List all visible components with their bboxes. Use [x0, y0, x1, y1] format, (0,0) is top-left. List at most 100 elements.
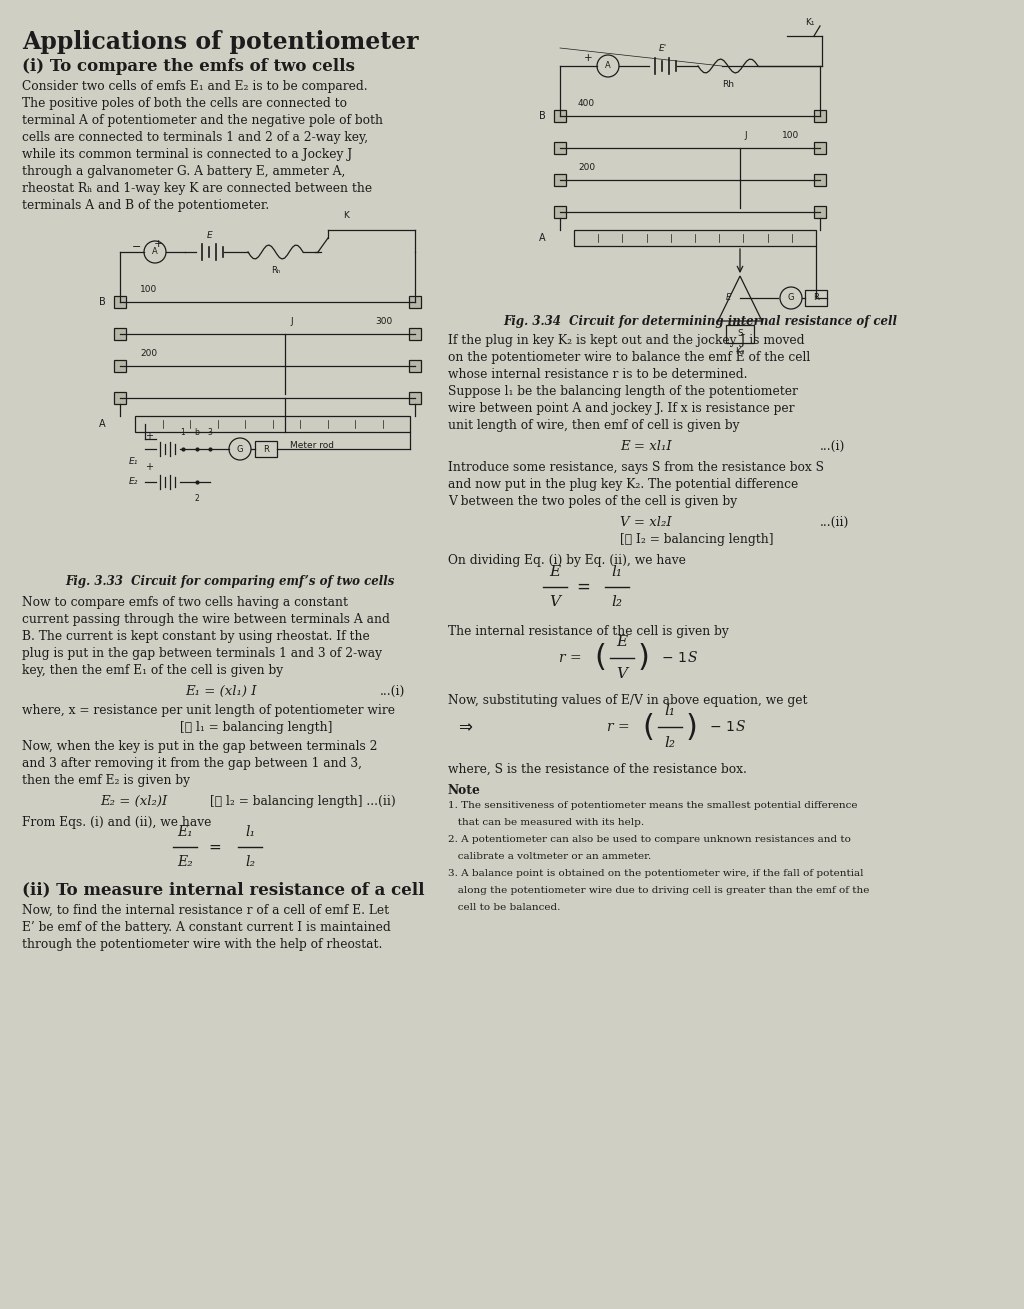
FancyBboxPatch shape: [409, 329, 421, 340]
Text: R: R: [813, 293, 819, 302]
Text: Note: Note: [449, 784, 481, 797]
Text: r =: r =: [559, 651, 582, 665]
Text: 2. A potentiometer can also be used to compare unknown resistances and to: 2. A potentiometer can also be used to c…: [449, 835, 851, 844]
Text: 2: 2: [195, 493, 200, 503]
Text: S: S: [737, 330, 742, 339]
Text: G: G: [237, 445, 244, 453]
Text: while its common terminal is connected to a Jockey J: while its common terminal is connected t…: [22, 148, 352, 161]
FancyBboxPatch shape: [814, 174, 826, 186]
Text: then the emf E₂ is given by: then the emf E₂ is given by: [22, 774, 190, 787]
Text: A: A: [153, 247, 158, 257]
Text: S: S: [736, 720, 745, 734]
FancyBboxPatch shape: [814, 141, 826, 154]
Text: 400: 400: [578, 99, 595, 109]
Text: J: J: [290, 317, 293, 326]
Text: B. The current is kept constant by using rheostat. If the: B. The current is kept constant by using…: [22, 630, 370, 643]
Text: 1. The sensitiveness of potentiometer means the smallest potential difference: 1. The sensitiveness of potentiometer me…: [449, 801, 857, 810]
Text: K₂: K₂: [735, 347, 744, 356]
Text: that can be measured with its help.: that can be measured with its help.: [449, 818, 644, 827]
Text: Now to compare emfs of two cells having a constant: Now to compare emfs of two cells having …: [22, 596, 348, 609]
Text: S: S: [688, 651, 697, 665]
Text: V between the two poles of the cell is given by: V between the two poles of the cell is g…: [449, 495, 737, 508]
Text: and 3 after removing it from the gap between 1 and 3,: and 3 after removing it from the gap bet…: [22, 757, 362, 770]
Text: +: +: [145, 431, 153, 441]
Text: 3. A balance point is obtained on the potentiometer wire, if the fall of potenti: 3. A balance point is obtained on the po…: [449, 869, 863, 878]
Text: +: +: [145, 462, 153, 473]
Text: Fig. 3.33  Circuit for comparing emf’s of two cells: Fig. 3.33 Circuit for comparing emf’s of…: [66, 575, 394, 588]
Text: through the potentiometer wire with the help of rheostat.: through the potentiometer wire with the …: [22, 939, 382, 952]
Text: E₂: E₂: [128, 478, 137, 487]
Text: Now, when the key is put in the gap between terminals 2: Now, when the key is put in the gap betw…: [22, 740, 378, 753]
Text: 1: 1: [180, 428, 185, 437]
FancyBboxPatch shape: [814, 110, 826, 122]
Text: Fig. 3.34  Circuit for determining internal resistance of cell: Fig. 3.34 Circuit for determining intern…: [503, 315, 897, 329]
FancyBboxPatch shape: [114, 360, 126, 372]
Text: 100: 100: [140, 285, 158, 295]
Text: r =: r =: [607, 720, 630, 734]
Text: Rₕ: Rₕ: [271, 266, 281, 275]
Text: E: E: [550, 565, 560, 579]
Text: ): ): [686, 712, 698, 741]
Text: Introduce some resistance, says S from the resistance box S: Introduce some resistance, says S from t…: [449, 461, 824, 474]
Text: Rh: Rh: [722, 80, 734, 89]
Text: l₁: l₁: [665, 704, 676, 719]
Text: 3: 3: [208, 428, 212, 437]
Text: Meter rod: Meter rod: [290, 441, 334, 450]
Text: where, S is the resistance of the resistance box.: where, S is the resistance of the resist…: [449, 763, 746, 776]
Text: terminal A of potentiometer and the negative pole of both: terminal A of potentiometer and the nega…: [22, 114, 383, 127]
Text: A: A: [539, 233, 546, 243]
Text: 100: 100: [782, 131, 800, 140]
FancyBboxPatch shape: [814, 206, 826, 219]
Text: l₂: l₂: [665, 736, 676, 750]
FancyBboxPatch shape: [114, 329, 126, 340]
Text: The positive poles of both the cells are connected to: The positive poles of both the cells are…: [22, 97, 347, 110]
Text: [∴ l₂ = balancing length] ...(ii): [∴ l₂ = balancing length] ...(ii): [210, 795, 395, 808]
Text: key, then the emf E₁ of the cell is given by: key, then the emf E₁ of the cell is give…: [22, 664, 283, 677]
Polygon shape: [718, 276, 762, 321]
Text: 200: 200: [140, 350, 157, 357]
Text: G: G: [787, 293, 795, 302]
Text: Now, to find the internal resistance r of a cell of emf E. Let: Now, to find the internal resistance r o…: [22, 905, 389, 918]
Bar: [255, 441, 278, 457]
Text: E': E': [658, 45, 667, 52]
Text: If the plug in key K₂ is kept out and the jockey J is moved: If the plug in key K₂ is kept out and th…: [449, 334, 805, 347]
Text: E₂ = (xl₂)I: E₂ = (xl₂)I: [100, 795, 167, 808]
FancyBboxPatch shape: [554, 141, 566, 154]
Bar: [805, 291, 827, 306]
Text: 300: 300: [375, 317, 392, 326]
Text: calibrate a voltmeter or an ammeter.: calibrate a voltmeter or an ammeter.: [449, 852, 651, 861]
Text: l₁: l₁: [245, 825, 255, 839]
Text: unit length of wire, then emf of cell is given by: unit length of wire, then emf of cell is…: [449, 419, 739, 432]
Text: K: K: [343, 211, 349, 220]
FancyBboxPatch shape: [114, 391, 126, 404]
Text: rheostat Rₕ and 1-way key K are connected between the: rheostat Rₕ and 1-way key K are connecte…: [22, 182, 372, 195]
Text: ...(ii): ...(ii): [820, 516, 849, 529]
Text: B: B: [539, 111, 546, 120]
FancyBboxPatch shape: [554, 206, 566, 219]
Text: J: J: [744, 131, 746, 140]
Text: and now put in the plug key K₂. The potential difference: and now put in the plug key K₂. The pote…: [449, 478, 799, 491]
Text: V: V: [616, 668, 628, 681]
Text: =: =: [577, 579, 590, 596]
Text: [∴ l₁ = balancing length]: [∴ l₁ = balancing length]: [180, 721, 333, 734]
Text: l₂: l₂: [611, 596, 623, 609]
Text: E₁ = (xl₁) I: E₁ = (xl₁) I: [185, 685, 256, 698]
Text: 200: 200: [578, 164, 595, 171]
Text: E: E: [725, 293, 731, 302]
Text: B: B: [98, 297, 105, 308]
Text: Now, substituting values of E/V in above equation, we get: Now, substituting values of E/V in above…: [449, 694, 808, 707]
FancyBboxPatch shape: [409, 360, 421, 372]
Text: E₁: E₁: [128, 457, 137, 466]
Text: +: +: [584, 52, 593, 63]
Text: R: R: [263, 445, 269, 453]
Text: b: b: [195, 428, 200, 437]
Text: cell to be balanced.: cell to be balanced.: [449, 903, 560, 912]
Text: − 1: − 1: [662, 651, 687, 665]
Text: The internal resistance of the cell is given by: The internal resistance of the cell is g…: [449, 624, 729, 637]
Text: (: (: [642, 712, 654, 741]
Text: E₂: E₂: [177, 855, 193, 869]
Text: A: A: [98, 419, 105, 429]
Text: through a galvanometer G. A battery E, ammeter A,: through a galvanometer G. A battery E, a…: [22, 165, 345, 178]
FancyBboxPatch shape: [554, 110, 566, 122]
Text: − 1: − 1: [710, 720, 735, 734]
